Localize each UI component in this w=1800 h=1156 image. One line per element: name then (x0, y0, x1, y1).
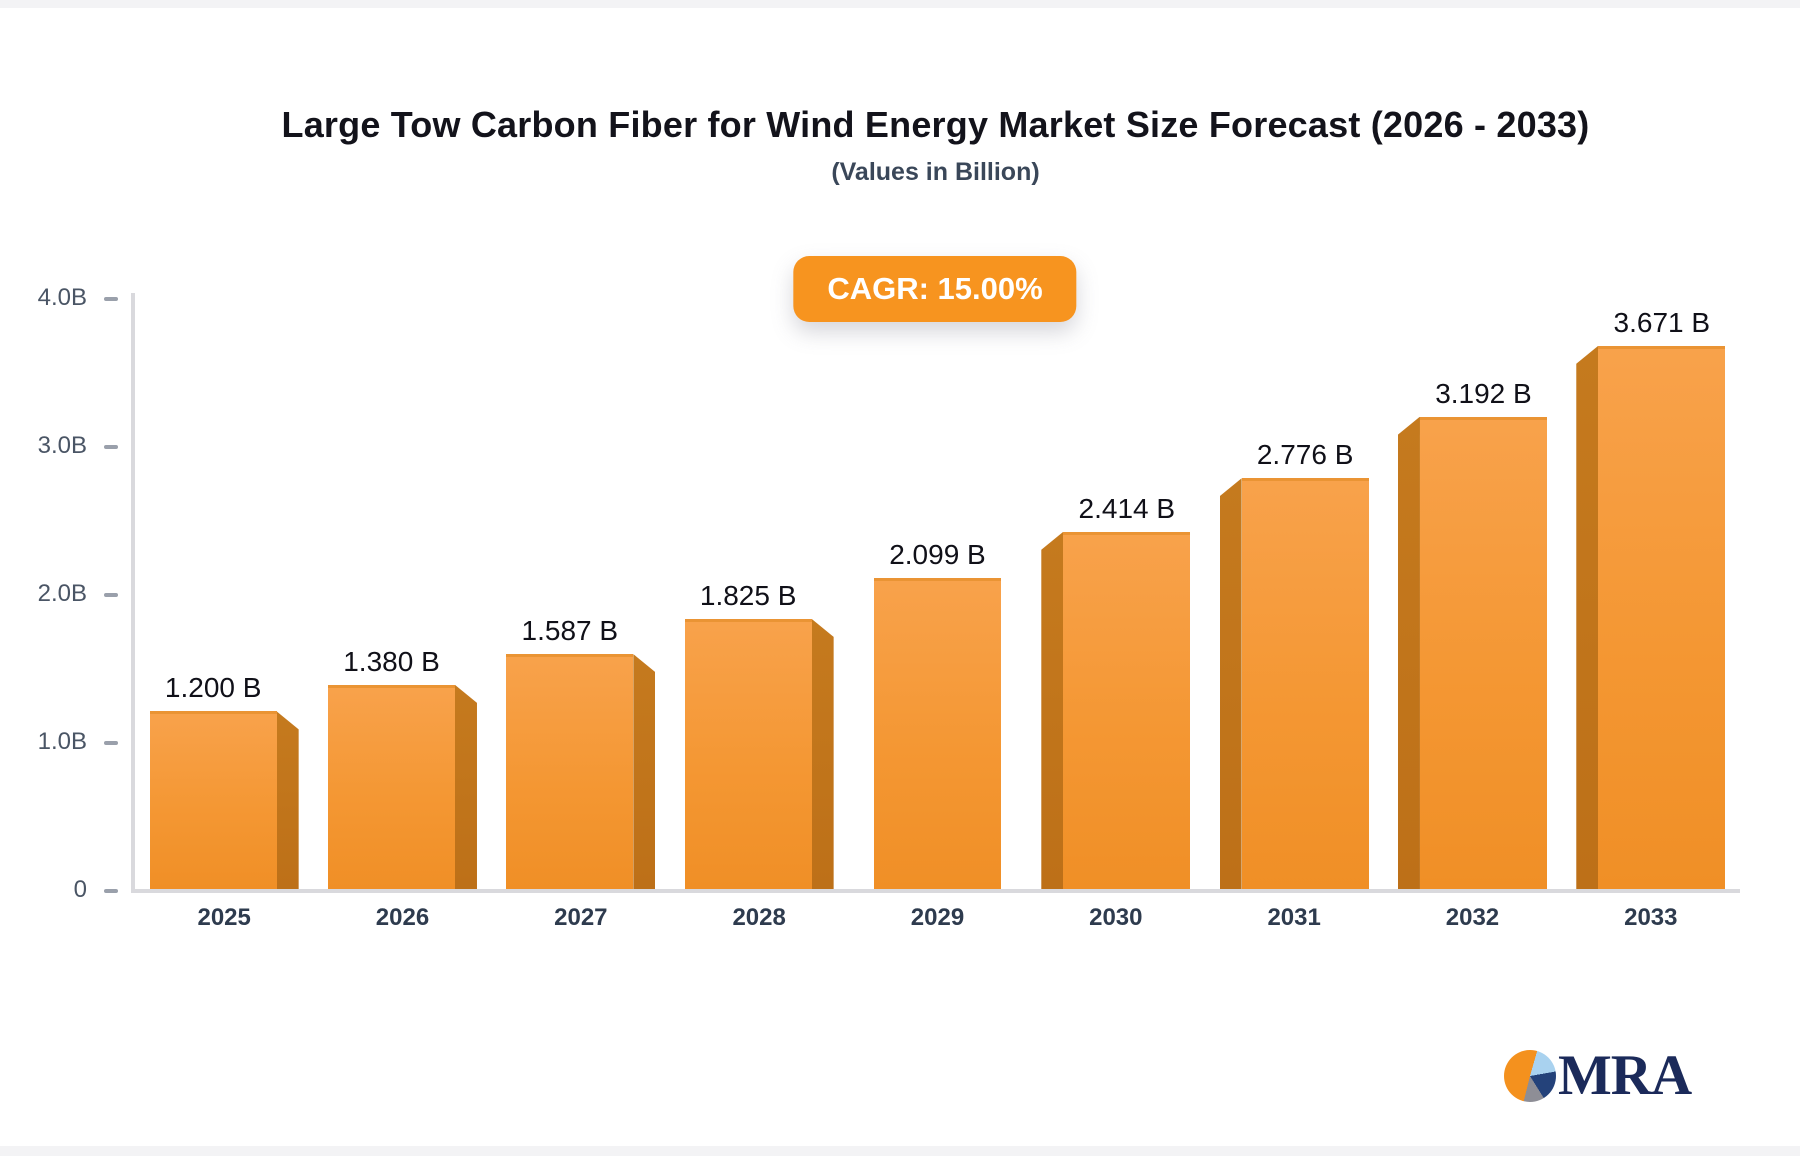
bar-value-label: 1.825 B (699, 579, 797, 611)
bar[interactable]: 1.587 B (506, 615, 656, 889)
tick-mark (104, 445, 118, 449)
bar[interactable]: 1.200 B (149, 672, 299, 889)
bar-value-label: 1.380 B (343, 645, 440, 677)
x-axis-year-label: 2030 (1089, 904, 1143, 931)
bar-3d-side (811, 618, 834, 889)
bar-3d-side (1576, 345, 1599, 889)
x-axis-year-label: 2031 (1267, 904, 1321, 931)
bar[interactable]: 3.671 B (1576, 307, 1726, 889)
bar-group: 3.671 B 2033 (1562, 301, 1740, 931)
bar-3d-side (1397, 416, 1420, 889)
y-axis: 0 1.0B 2.0B 3.0B 4.0B (0, 284, 131, 903)
bar-face: 1.380 B (327, 646, 455, 889)
x-axis-year-label: 2033 (1624, 904, 1678, 931)
bar-face: 1.200 B (149, 672, 277, 889)
plot-area: 1.200 B 2025 1.380 B 2026 1.587 B 2027 1… (131, 293, 1740, 931)
bar-group: 1.380 B 2026 (313, 301, 491, 931)
bar-value-label: 1.587 B (521, 615, 619, 647)
chart-subtitle: (Values in Billion) (831, 158, 1040, 186)
tick-mark (104, 297, 118, 301)
x-axis-year-label: 2028 (732, 904, 786, 931)
bar-group: 2.099 B 2029 (848, 301, 1026, 931)
bar-3d-side (1041, 531, 1064, 889)
tick-mark (104, 741, 118, 745)
bar-face: 2.414 B (1063, 493, 1191, 889)
x-axis-year-label: 2026 (375, 904, 430, 931)
bar[interactable]: 1.380 B (327, 646, 477, 889)
bar-3d-side (633, 654, 656, 889)
y-tick-label: 3.0B (37, 432, 87, 459)
bar-face: 3.192 B (1419, 378, 1547, 889)
y-tick-label: 0 (73, 876, 87, 903)
pie-chart-logo-icon (1504, 1050, 1556, 1102)
bar-group: 2.776 B 2031 (1205, 301, 1383, 931)
cagr-badge: CAGR: 15.00% (793, 256, 1077, 322)
bar[interactable]: 2.414 B (1041, 493, 1191, 889)
x-axis-year-label: 2029 (910, 904, 965, 931)
bar-value-label: 2.776 B (1256, 439, 1354, 471)
bar-3d-side (454, 684, 477, 889)
bar-3d-side (276, 711, 299, 889)
bar-3d-side (1219, 478, 1242, 889)
chart-title: Large Tow Carbon Fiber for Wind Energy M… (281, 104, 1590, 145)
bar-face: 2.099 B (873, 539, 1001, 889)
bar-face: 3.671 B (1598, 307, 1726, 889)
bar-value-label: 2.099 B (889, 539, 986, 571)
chart-card: Large Tow Carbon Fiber for Wind Energy M… (0, 8, 1800, 1146)
bar-group: 2.414 B 2030 (1027, 301, 1205, 931)
bar-face: 1.825 B (684, 580, 812, 889)
bar-group: 1.825 B 2028 (670, 301, 848, 931)
x-axis-year-label: 2027 (554, 904, 608, 931)
y-tick-label: 1.0B (37, 728, 87, 755)
tick-mark (104, 593, 118, 597)
x-axis-year-label: 2032 (1445, 904, 1500, 931)
bar-group: 1.200 B 2025 (135, 301, 313, 931)
bar[interactable]: 1.825 B (684, 580, 834, 889)
bar[interactable]: 2.099 B (873, 539, 1001, 889)
x-axis-year-label: 2025 (197, 904, 251, 931)
bar-value-label: 3.671 B (1613, 306, 1711, 338)
bars-row: 1.200 B 2025 1.380 B 2026 1.587 B 2027 1… (135, 301, 1740, 931)
bar[interactable]: 2.776 B (1219, 439, 1369, 889)
bar-face: 2.776 B (1241, 439, 1369, 889)
bar-group: 3.192 B 2032 (1383, 301, 1561, 931)
bar-group: 1.587 B 2027 (492, 301, 670, 931)
logo-text: MRA (1558, 1044, 1692, 1107)
y-tick-label: 2.0B (37, 580, 87, 607)
bar[interactable]: 3.192 B (1397, 378, 1547, 889)
bar-value-label: 2.414 B (1078, 492, 1176, 524)
y-tick-label: 4.0B (37, 284, 87, 311)
bar-value-label: 1.200 B (164, 672, 262, 704)
bar-value-label: 3.192 B (1435, 377, 1532, 409)
bar-face: 1.587 B (506, 615, 634, 889)
mra-logo: MRA (1504, 1044, 1692, 1107)
tick-mark (104, 889, 118, 893)
